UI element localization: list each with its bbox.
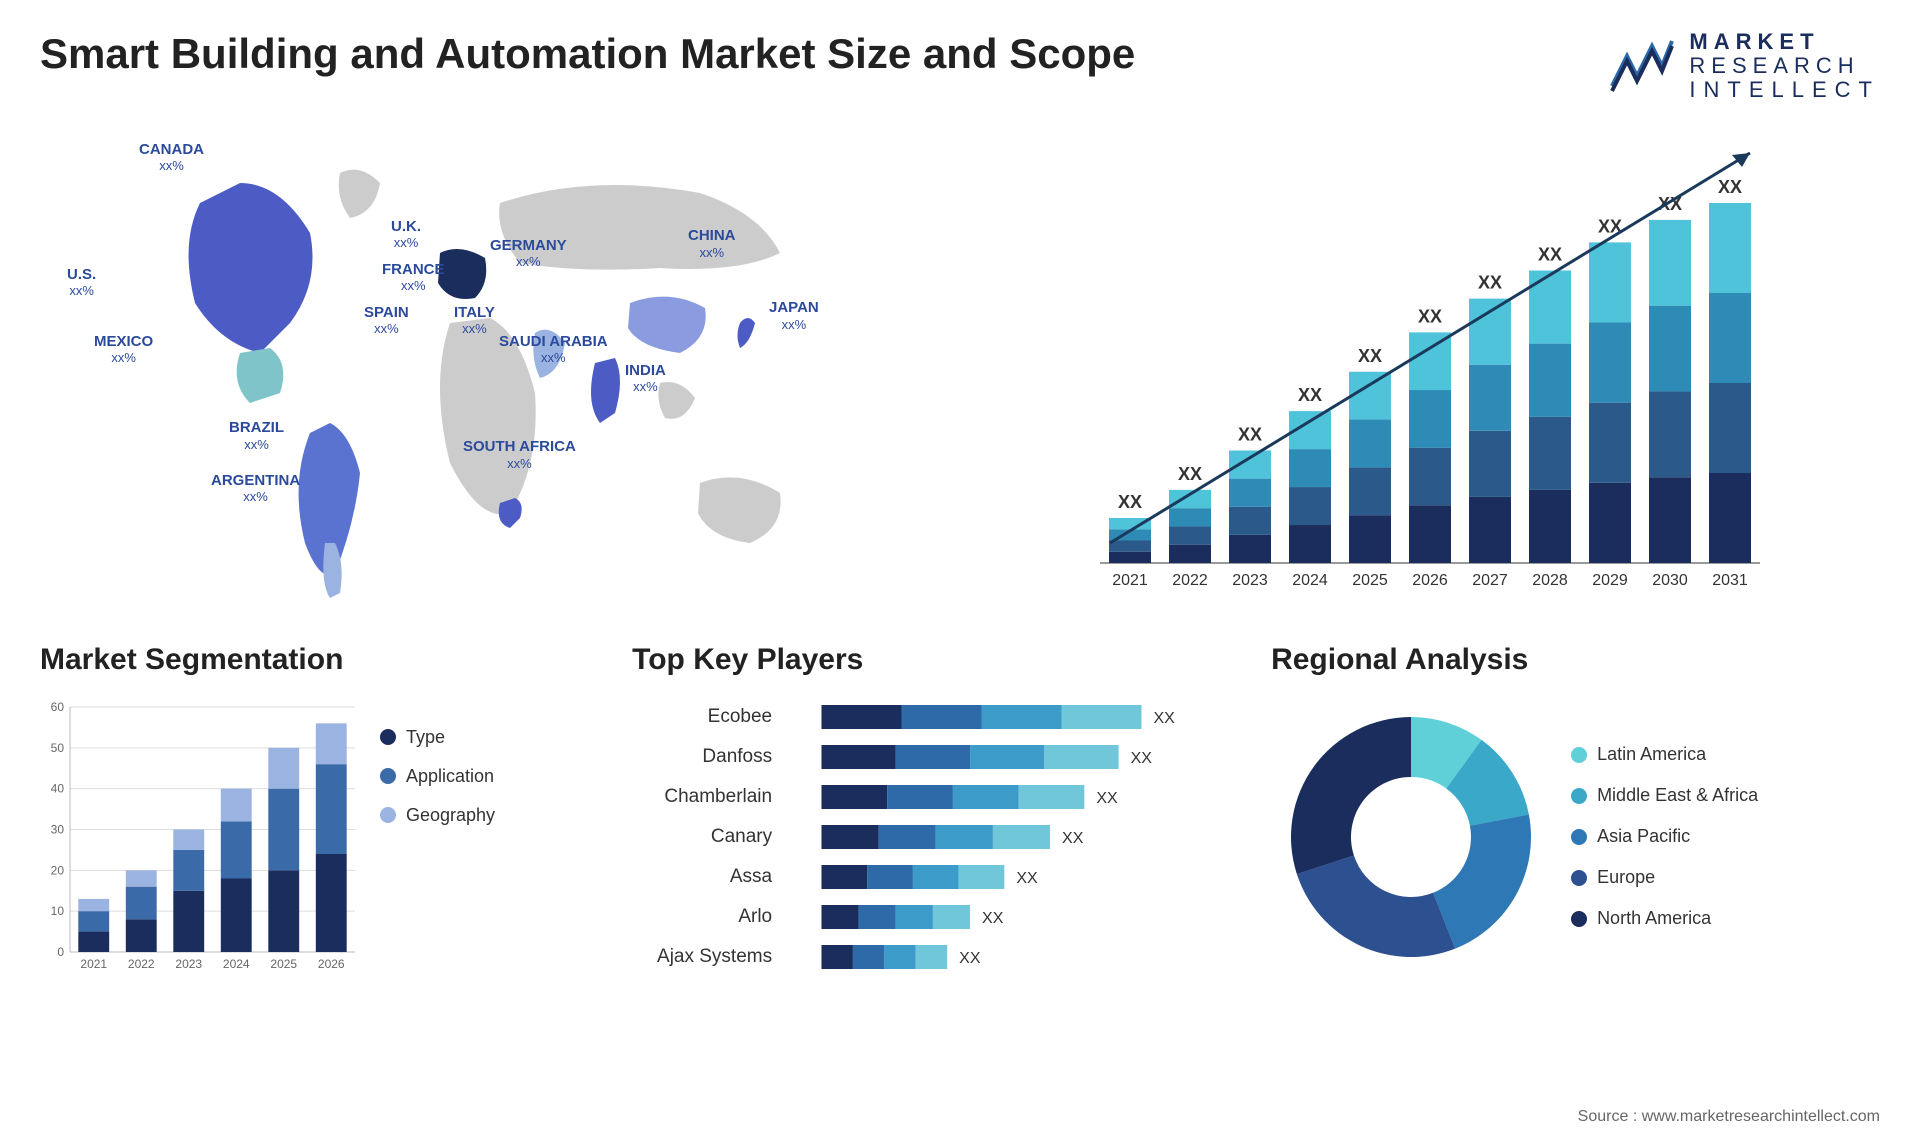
player-name: Chamberlain xyxy=(632,786,772,808)
player-name: Ecobee xyxy=(632,706,772,728)
svg-text:2023: 2023 xyxy=(1232,572,1268,589)
svg-text:2025: 2025 xyxy=(1352,572,1388,589)
svg-text:XX: XX xyxy=(1096,790,1118,807)
player-name: Ajax Systems xyxy=(632,946,772,968)
legend-item: Type xyxy=(380,727,495,748)
players-chart: XX XX XX XX XX XX XX xyxy=(782,697,1241,977)
svg-text:XX: XX xyxy=(1131,750,1153,767)
regional-donut xyxy=(1271,697,1551,977)
legend-item: Middle East & Africa xyxy=(1571,785,1758,806)
logo-line2: RESEARCH xyxy=(1689,54,1880,78)
map-label: GERMANYxx% xyxy=(490,238,567,271)
svg-text:0: 0 xyxy=(57,945,64,959)
map-label: SAUDI ARABIAxx% xyxy=(499,334,608,367)
world-map: CANADAxx% U.S.xx% MEXICOxx% BRAZILxx% ARGENT… xyxy=(40,123,940,603)
svg-text:2026: 2026 xyxy=(1412,572,1448,589)
svg-text:XX: XX xyxy=(1118,492,1142,512)
svg-text:10: 10 xyxy=(51,904,65,918)
source-text: Source : www.marketresearchintellect.com xyxy=(1578,1108,1880,1126)
svg-text:XX: XX xyxy=(1016,870,1038,887)
map-label: CHINAxx% xyxy=(688,228,736,261)
svg-text:2021: 2021 xyxy=(1112,572,1148,589)
player-name: Arlo xyxy=(632,906,772,928)
map-label: BRAZILxx% xyxy=(229,420,284,453)
svg-text:20: 20 xyxy=(51,863,65,877)
players-title: Top Key Players xyxy=(632,643,1241,677)
map-label: MEXICOxx% xyxy=(94,334,153,367)
map-label: ITALYxx% xyxy=(454,305,495,338)
map-label: FRANCExx% xyxy=(382,262,445,295)
map-label: INDIAxx% xyxy=(625,363,666,396)
svg-text:50: 50 xyxy=(51,740,65,754)
page-title: Smart Building and Automation Market Siz… xyxy=(40,30,1135,78)
svg-text:2023: 2023 xyxy=(175,957,202,971)
map-label: SOUTH AFRICAxx% xyxy=(463,439,576,472)
svg-text:XX: XX xyxy=(959,950,981,967)
logo-icon xyxy=(1607,36,1677,96)
map-label: CANADAxx% xyxy=(139,142,204,175)
svg-text:XX: XX xyxy=(1418,306,1442,326)
svg-text:2022: 2022 xyxy=(128,957,155,971)
svg-text:XX: XX xyxy=(1718,177,1742,197)
svg-text:2028: 2028 xyxy=(1532,572,1568,589)
svg-text:XX: XX xyxy=(1298,385,1322,405)
svg-text:2024: 2024 xyxy=(1292,572,1328,589)
svg-text:2025: 2025 xyxy=(270,957,297,971)
map-svg xyxy=(40,123,940,603)
svg-text:XX: XX xyxy=(1154,710,1176,727)
svg-text:XX: XX xyxy=(1478,272,1502,292)
map-label: U.K.xx% xyxy=(391,219,421,252)
map-label: ARGENTINAxx% xyxy=(211,473,300,506)
segmentation-legend: Type Application Geography xyxy=(380,697,495,977)
svg-text:XX: XX xyxy=(1238,424,1262,444)
svg-text:XX: XX xyxy=(1358,345,1382,365)
map-label: JAPANxx% xyxy=(769,300,819,333)
map-label: U.S.xx% xyxy=(67,267,96,300)
logo-line1: MARKET xyxy=(1689,30,1880,54)
svg-text:2031: 2031 xyxy=(1712,572,1748,589)
svg-text:2027: 2027 xyxy=(1472,572,1508,589)
logo: MARKET RESEARCH INTELLECT xyxy=(1607,30,1880,103)
legend-item: Geography xyxy=(380,805,495,826)
regional-legend: Latin America Middle East & Africa Asia Pa… xyxy=(1571,744,1758,929)
logo-line3: INTELLECT xyxy=(1689,78,1880,102)
legend-item: Application xyxy=(380,766,495,787)
svg-text:30: 30 xyxy=(51,822,65,836)
svg-text:2030: 2030 xyxy=(1652,572,1688,589)
player-name: Assa xyxy=(632,866,772,888)
legend-item: Latin America xyxy=(1571,744,1758,765)
svg-text:40: 40 xyxy=(51,781,65,795)
player-name: Canary xyxy=(632,826,772,848)
svg-text:2022: 2022 xyxy=(1172,572,1208,589)
svg-text:2024: 2024 xyxy=(223,957,250,971)
player-name: Danfoss xyxy=(632,746,772,768)
svg-text:2026: 2026 xyxy=(318,957,345,971)
legend-item: North America xyxy=(1571,908,1758,929)
map-label: SPAINxx% xyxy=(364,305,409,338)
segmentation-title: Market Segmentation xyxy=(40,643,602,677)
segmentation-chart: 0 10 20 30 40 50 60 2021 2022 2023 2024 2025 2026 xyxy=(40,697,360,977)
growth-chart: 2021 XX 2022 XX 2023 XX 2024 XX 2025 XX 2026 XX 2027… xyxy=(980,123,1880,603)
svg-text:XX: XX xyxy=(1062,830,1084,847)
svg-text:XX: XX xyxy=(1538,244,1562,264)
svg-text:60: 60 xyxy=(51,700,65,714)
svg-text:XX: XX xyxy=(1178,463,1202,483)
svg-text:XX: XX xyxy=(982,910,1004,927)
legend-item: Asia Pacific xyxy=(1571,826,1758,847)
legend-item: Europe xyxy=(1571,867,1758,888)
svg-text:2021: 2021 xyxy=(80,957,107,971)
regional-title: Regional Analysis xyxy=(1271,643,1880,677)
svg-text:2029: 2029 xyxy=(1592,572,1628,589)
players-labels: Ecobee Danfoss Chamberlain Canary Assa Arlo Aj… xyxy=(632,697,772,977)
